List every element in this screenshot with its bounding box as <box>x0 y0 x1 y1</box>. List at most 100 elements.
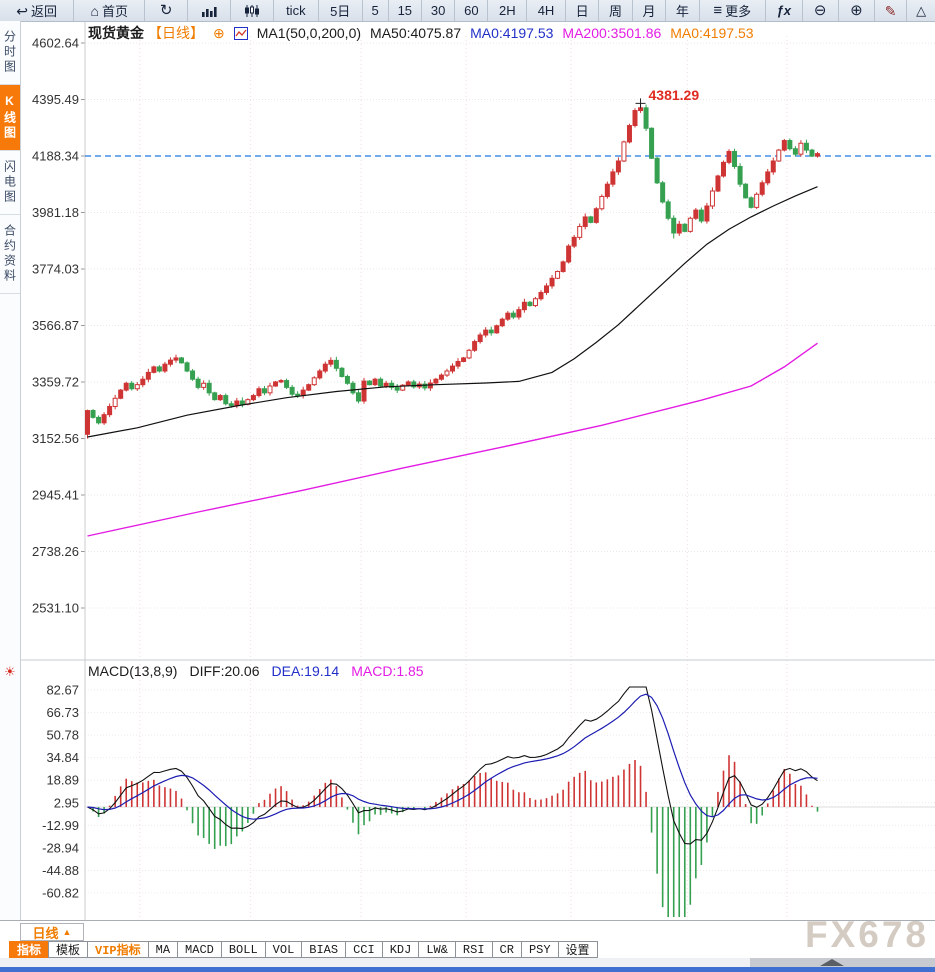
chart-type-sidebar: 分时图 K线图 闪电图 合约资料 <box>0 21 21 920</box>
svg-text:50.78: 50.78 <box>46 728 79 743</box>
tf-year-button[interactable]: 年 <box>666 0 700 21</box>
indicator-tab-指标[interactable]: 指标 <box>9 941 50 958</box>
macd-diff-value: DIFF:20.06 <box>189 663 260 679</box>
ma0-value-blue: MA0:4197.53 <box>470 25 554 41</box>
top-toolbar: ↩ 返回 ⌂ 首页 ↻ tick 5日 5 15 30 60 2H 4H 日周月年 ≡ 更多 ƒx ⊖ ⊕ ✎ △ <box>0 0 935 22</box>
macd-bar-value: MACD:1.85 <box>351 663 424 679</box>
horizontal-scrollbar[interactable] <box>750 958 935 967</box>
sidebar-item-1[interactable]: K线图 <box>0 85 20 151</box>
svg-text:2945.41: 2945.41 <box>32 488 79 503</box>
candles-button[interactable] <box>231 0 274 21</box>
shapes-button[interactable]: △ <box>907 0 935 21</box>
tf-60-button[interactable]: 60 <box>455 0 489 21</box>
svg-text:18.89: 18.89 <box>46 773 79 788</box>
draw-button[interactable]: ✎ <box>875 0 908 21</box>
svg-text:2.95: 2.95 <box>54 795 79 810</box>
scrollbar-thumb-icon[interactable] <box>820 959 844 966</box>
indicator-tab-RSI[interactable]: RSI <box>454 941 493 958</box>
tf-2h-button[interactable]: 2H <box>488 0 528 21</box>
bottom-edge-bar <box>0 967 935 972</box>
bottom-scroll-row <box>0 958 935 967</box>
tf-tick-button[interactable]: tick <box>274 0 319 21</box>
svg-text:3152.56: 3152.56 <box>32 431 79 446</box>
tf-15-button[interactable]: 15 <box>389 0 422 21</box>
indicator-tab-bar: 指标 模板 VIP指标 MA MACD BOLL VOL BIAS CCI KDJ LW& RSI CR… <box>9 941 598 958</box>
svg-text:4188.34: 4188.34 <box>32 149 79 164</box>
svg-text:3566.87: 3566.87 <box>32 318 79 333</box>
bar-chart-button[interactable] <box>188 0 231 21</box>
tf-5-button[interactable]: 5 <box>363 0 389 21</box>
home-button[interactable]: ⌂ 首页 <box>74 0 146 21</box>
sidebar-item-0[interactable]: 分时图 <box>0 21 20 85</box>
bar-chart-icon <box>201 5 217 17</box>
tf-5d-button[interactable]: 5日 <box>319 0 363 21</box>
sidebar-item-3[interactable]: 合约资料 <box>0 215 20 294</box>
candles-icon <box>244 4 260 17</box>
indicator-tab-设置[interactable]: 设置 <box>557 941 598 958</box>
zoom-in-icon: ⊕ <box>850 2 863 19</box>
svg-text:4395.49: 4395.49 <box>32 92 79 107</box>
indicator-tab-CCI[interactable]: CCI <box>345 941 383 958</box>
ma50-value: MA50:4075.87 <box>370 25 462 41</box>
svg-text:82.67: 82.67 <box>46 683 79 698</box>
zoom-in-button[interactable]: ⊕ <box>839 0 876 21</box>
period-dropdown-label: 日线 <box>32 925 59 941</box>
shapes-icon: △ <box>916 3 927 18</box>
ma0-value-orange: MA0:4197.53 <box>670 25 754 41</box>
svg-text:4602.64: 4602.64 <box>32 36 79 51</box>
indicator-tab-BIAS[interactable]: BIAS <box>301 941 347 958</box>
indicator-tab-BOLL[interactable]: BOLL <box>220 941 266 958</box>
indicator-tab-MACD[interactable]: MACD <box>177 941 222 958</box>
tf-30-button[interactable]: 30 <box>422 0 456 21</box>
tf-week-button[interactable]: 周 <box>599 0 633 21</box>
peak-price-annotation: 4381.29 <box>648 87 700 104</box>
svg-text:2738.26: 2738.26 <box>32 544 79 559</box>
svg-text:34.84: 34.84 <box>46 750 79 765</box>
tf-4h-button[interactable]: 4H <box>527 0 566 21</box>
period-dropdown-button[interactable]: 日线 ▲ <box>20 923 84 941</box>
svg-text:-60.82: -60.82 <box>42 885 79 900</box>
zoom-out-icon: ⊖ <box>813 2 827 19</box>
indicator-settings-sun-icon[interactable]: ☀ <box>4 664 16 679</box>
indicator-tab-MA[interactable]: MA <box>147 941 179 958</box>
chart-icon[interactable] <box>233 26 248 40</box>
back-button[interactable]: ↩ 返回 <box>0 0 75 21</box>
refresh-button[interactable]: ↻ <box>145 0 188 21</box>
chart-plot-area[interactable] <box>85 35 935 920</box>
ma200-value: MA200:3501.86 <box>562 25 662 41</box>
tf-month-button[interactable]: 月 <box>633 0 667 21</box>
more-icon: ≡ <box>713 2 723 19</box>
ma-settings: MA1(50,0,200,0) <box>256 25 362 41</box>
svg-text:3774.03: 3774.03 <box>32 262 79 277</box>
indicator-tab-LW&[interactable]: LW& <box>418 941 456 958</box>
svg-text:3359.72: 3359.72 <box>32 375 79 390</box>
indicator-tab-VIP指标[interactable]: VIP指标 <box>87 941 149 958</box>
indicator-tab-CR[interactable]: CR <box>491 941 522 958</box>
xaxis-row: 日线 ▲ <box>0 920 935 942</box>
period-tag: 【日线】 <box>148 25 204 41</box>
chart-header: 现货黄金 【日线】 ⊕ MA1(50,0,200,0) MA50:4075.87… <box>88 23 754 43</box>
svg-text:3981.18: 3981.18 <box>32 205 79 220</box>
fx-indicator-button[interactable]: ƒx <box>766 0 803 21</box>
svg-text:2531.10: 2531.10 <box>32 601 79 616</box>
macd-title: MACD(13,8,9) <box>88 663 178 679</box>
zoom-out-button[interactable]: ⊖ <box>803 0 839 21</box>
indicator-tab-KDJ[interactable]: KDJ <box>381 941 420 958</box>
svg-text:66.73: 66.73 <box>46 705 79 720</box>
more-button[interactable]: ≡ 更多 <box>700 0 766 21</box>
macd-dea-value: DEA:19.14 <box>271 663 340 679</box>
sidebar-item-2[interactable]: 闪电图 <box>0 151 20 215</box>
svg-text:-44.88: -44.88 <box>42 863 79 878</box>
draw-icon: ✎ <box>884 2 897 19</box>
indicator-tab-模板[interactable]: 模板 <box>48 941 89 958</box>
tf-day-button[interactable]: 日 <box>566 0 600 21</box>
indicator-tab-VOL[interactable]: VOL <box>264 941 303 958</box>
back-icon: ↩ <box>16 2 28 19</box>
refresh-icon: ↻ <box>159 2 173 19</box>
symbol-name: 现货黄金 <box>88 25 144 41</box>
caret-up-icon: ▲ <box>62 927 72 937</box>
indicator-tab-PSY[interactable]: PSY <box>520 941 559 958</box>
add-compare-icon[interactable]: ⊕ <box>213 24 225 41</box>
svg-text:-12.99: -12.99 <box>42 818 79 833</box>
